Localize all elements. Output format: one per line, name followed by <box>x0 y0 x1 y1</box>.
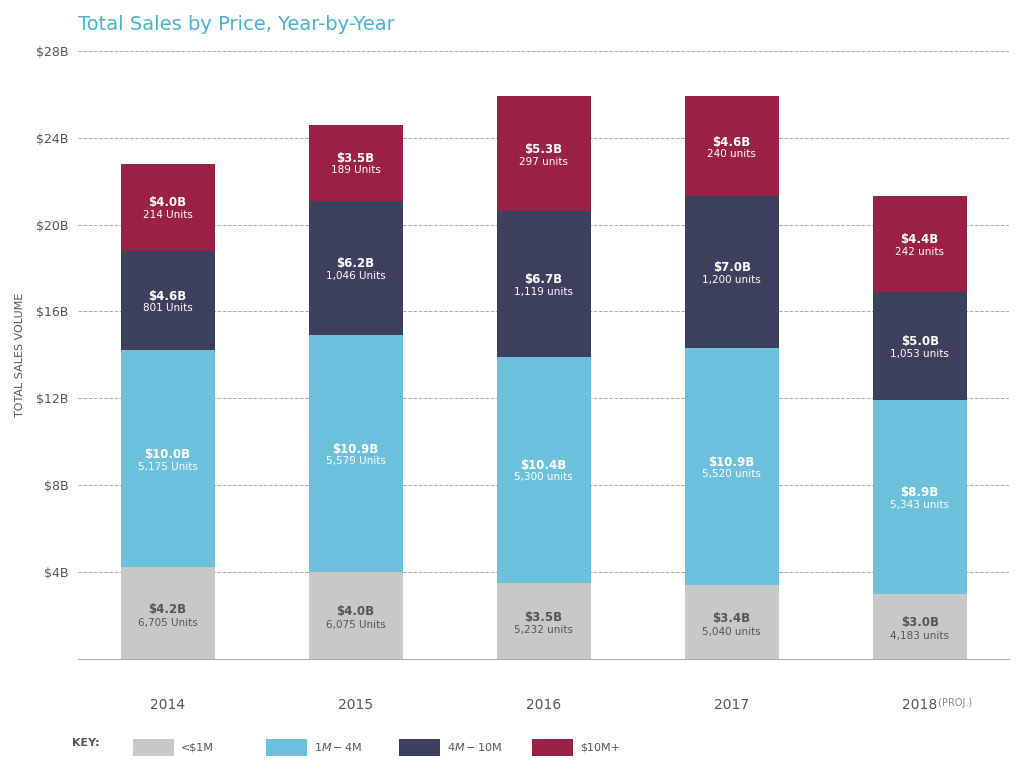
Text: 1,119 units: 1,119 units <box>514 287 573 297</box>
Text: 189 Units: 189 Units <box>331 166 381 175</box>
Text: $6.2B: $6.2B <box>337 257 375 270</box>
Text: $7.0B: $7.0B <box>713 262 751 274</box>
Text: 5,232 units: 5,232 units <box>514 626 573 636</box>
Text: $4M-$10M: $4M-$10M <box>447 741 503 754</box>
Bar <box>121 251 215 351</box>
Bar <box>308 572 402 658</box>
Bar <box>685 585 778 658</box>
Bar <box>872 292 967 401</box>
Bar <box>308 201 402 335</box>
Text: $10.9B: $10.9B <box>709 455 755 469</box>
Text: $3.0B: $3.0B <box>901 616 939 629</box>
Bar <box>497 96 591 212</box>
Text: $4.0B: $4.0B <box>148 196 186 209</box>
Text: 2017: 2017 <box>714 697 750 711</box>
Bar <box>121 164 215 251</box>
Text: 5,040 units: 5,040 units <box>702 626 761 637</box>
Text: 1,046 Units: 1,046 Units <box>326 270 385 280</box>
Bar <box>685 196 778 348</box>
Bar <box>121 351 215 568</box>
Text: 2018: 2018 <box>902 697 937 711</box>
Text: <$1M: <$1M <box>181 743 214 752</box>
Text: $4.6B: $4.6B <box>713 136 751 148</box>
Bar <box>872 401 967 594</box>
Text: 297 units: 297 units <box>519 156 568 166</box>
Text: $5.0B: $5.0B <box>901 335 939 348</box>
Text: 2014: 2014 <box>151 697 185 711</box>
Text: $6.7B: $6.7B <box>524 273 563 287</box>
Text: 2015: 2015 <box>338 697 373 711</box>
Text: Total Sales by Price, Year-by-Year: Total Sales by Price, Year-by-Year <box>78 15 395 34</box>
Text: 5,579 Units: 5,579 Units <box>326 456 386 466</box>
Bar <box>872 196 967 292</box>
Bar <box>497 583 591 658</box>
Y-axis label: TOTAL SALES VOLUME: TOTAL SALES VOLUME <box>15 293 25 417</box>
Text: (PROJ.): (PROJ.) <box>935 697 972 708</box>
Text: KEY:: KEY: <box>72 738 99 748</box>
Bar <box>872 594 967 658</box>
Text: 801 Units: 801 Units <box>142 303 193 313</box>
Text: 6,705 Units: 6,705 Units <box>138 618 198 628</box>
Text: $10.4B: $10.4B <box>520 459 567 472</box>
Text: $4.4B: $4.4B <box>900 234 939 246</box>
Text: 1,200 units: 1,200 units <box>702 275 761 285</box>
Text: $1M-$4M: $1M-$4M <box>314 741 362 754</box>
Text: $5.3B: $5.3B <box>524 143 563 156</box>
Text: $3.5B: $3.5B <box>524 611 563 624</box>
Bar <box>308 125 402 201</box>
Bar <box>497 357 591 583</box>
Text: 5,300 units: 5,300 units <box>514 473 573 483</box>
Text: $10.0B: $10.0B <box>144 448 190 461</box>
Text: 5,343 units: 5,343 units <box>890 500 949 509</box>
Bar <box>497 212 591 357</box>
Text: 5,175 Units: 5,175 Units <box>137 462 198 472</box>
Text: 2016: 2016 <box>526 697 561 711</box>
Text: 5,520 units: 5,520 units <box>702 469 761 480</box>
Text: 6,075 Units: 6,075 Units <box>326 620 385 630</box>
Text: 4,183 units: 4,183 units <box>890 631 949 641</box>
Text: $4.6B: $4.6B <box>148 290 186 303</box>
Bar <box>685 96 778 196</box>
Text: $4.2B: $4.2B <box>148 604 186 616</box>
Text: $8.9B: $8.9B <box>900 486 939 499</box>
Text: $10.9B: $10.9B <box>333 443 379 455</box>
Text: $10M+: $10M+ <box>581 743 621 752</box>
Bar <box>308 335 402 572</box>
Text: 242 units: 242 units <box>895 247 944 257</box>
Text: 240 units: 240 units <box>708 149 756 159</box>
Text: $3.4B: $3.4B <box>713 612 751 625</box>
Text: $4.0B: $4.0B <box>337 605 375 619</box>
Text: $3.5B: $3.5B <box>337 152 375 165</box>
Text: 1,053 units: 1,053 units <box>890 348 949 358</box>
Text: 214 Units: 214 Units <box>142 210 193 219</box>
Bar <box>685 348 778 585</box>
Bar <box>121 568 215 658</box>
